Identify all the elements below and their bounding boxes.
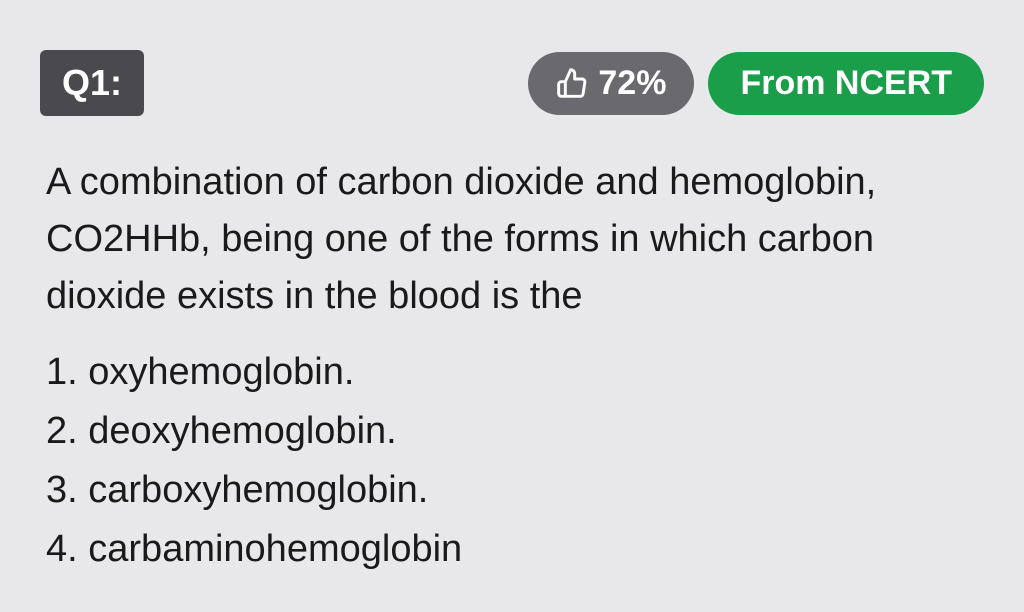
header-row: Q1: 72% From NCERT <box>40 50 984 116</box>
option-number: 3. <box>46 469 78 511</box>
list-item[interactable]: 3. carboxyhemoglobin. <box>46 461 984 520</box>
option-text: oxyhemoglobin. <box>88 351 354 393</box>
question-text: A combination of carbon dioxide and hemo… <box>46 154 984 325</box>
option-number: 4. <box>46 528 78 570</box>
list-item[interactable]: 4. carbaminohemoglobin <box>46 520 984 579</box>
thumbs-up-icon <box>556 67 588 99</box>
option-number: 1. <box>46 351 78 393</box>
option-text: deoxyhemoglobin. <box>88 410 396 452</box>
options-list: 1. oxyhemoglobin. 2. deoxyhemoglobin. 3.… <box>46 343 984 579</box>
badges-group: 72% From NCERT <box>528 52 984 115</box>
percent-value: 72% <box>598 64 666 103</box>
question-label: Q1: <box>40 50 144 116</box>
percent-badge: 72% <box>528 52 694 115</box>
option-text: carbaminohemoglobin <box>88 528 462 570</box>
list-item[interactable]: 1. oxyhemoglobin. <box>46 343 984 402</box>
list-item[interactable]: 2. deoxyhemoglobin. <box>46 402 984 461</box>
option-text: carboxyhemoglobin. <box>88 469 428 511</box>
source-badge: From NCERT <box>708 52 984 115</box>
option-number: 2. <box>46 410 78 452</box>
